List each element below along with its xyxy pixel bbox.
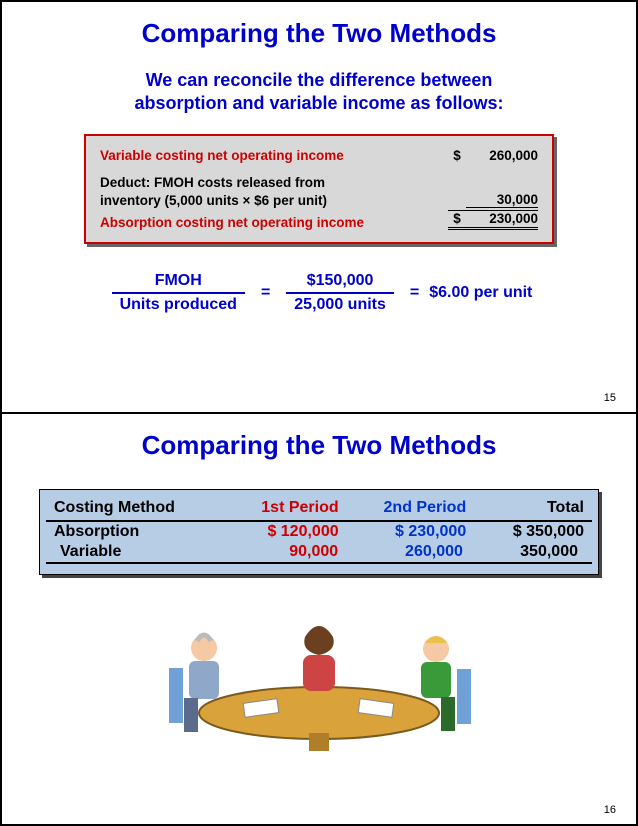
recon-row3-amount: 230,000 [466, 210, 538, 230]
meeting-illustration [149, 593, 489, 753]
row1-method: Absorption [54, 523, 211, 541]
row2-method: Variable [60, 543, 213, 561]
frac1-denominator: Units produced [112, 294, 245, 314]
recon-row1-label: Variable costing net operating income [100, 148, 448, 163]
table-row-absorption: Absorption $ 120,000 $ 230,000 $ 350,000 [40, 522, 598, 542]
row1-total: $ 350,000 [466, 523, 584, 541]
equals-1: = [261, 284, 270, 302]
page-number: 16 [604, 804, 616, 816]
row2-total: 350,000 [463, 543, 578, 561]
row2-period1: 90,000 [213, 543, 338, 561]
row1-period2: $ 230,000 [339, 523, 467, 541]
table-header-row: Costing Method 1st Period 2nd Period Tot… [46, 496, 592, 522]
formula-fraction-2: $150,000 25,000 units [286, 272, 394, 314]
row1-period1: $ 120,000 [211, 523, 339, 541]
header-1st-period: 1st Period [211, 499, 339, 517]
subtitle-line1: We can reconcile the difference between [146, 70, 493, 90]
slide-16: Comparing the Two Methods Costing Method… [0, 414, 638, 826]
recon-row2-label-line2: inventory (5,000 units × $6 per unit) [100, 193, 448, 208]
recon-row3-label: Absorption costing net operating income [100, 215, 448, 230]
slide-15: Comparing the Two Methods We can reconci… [0, 0, 638, 414]
reconciliation-box: Variable costing net operating income $ … [84, 134, 554, 244]
subtitle-line2: absorption and variable income as follow… [134, 93, 503, 113]
header-2nd-period: 2nd Period [339, 499, 467, 517]
slide-subtitle: We can reconcile the difference between … [22, 69, 616, 116]
recon-row3-dollar: $ [448, 210, 466, 230]
slide-title: Comparing the Two Methods [22, 430, 616, 461]
recon-row2-amount: 30,000 [466, 192, 538, 208]
comparison-table: Costing Method 1st Period 2nd Period Tot… [39, 489, 599, 575]
slide-title: Comparing the Two Methods [22, 18, 616, 49]
header-total: Total [466, 499, 584, 517]
page-number: 15 [604, 392, 616, 404]
formula-fraction-1: FMOH Units produced [112, 272, 245, 314]
recon-row1-amount: 260,000 [466, 148, 538, 163]
table-row-variable: Variable 90,000 260,000 350,000 [46, 542, 592, 564]
recon-row1-dollar: $ [448, 148, 466, 163]
fmoh-formula: FMOH Units produced = $150,000 25,000 un… [22, 272, 616, 314]
recon-row2-label-line1: Deduct: FMOH costs released from [100, 175, 448, 190]
row2-period2: 260,000 [338, 543, 463, 561]
formula-result: $6.00 per unit [429, 284, 532, 302]
frac2-numerator: $150,000 [286, 272, 394, 294]
header-costing-method: Costing Method [54, 499, 211, 517]
frac1-numerator: FMOH [112, 272, 245, 294]
frac2-denominator: 25,000 units [286, 294, 394, 314]
equals-2: = [410, 284, 419, 302]
